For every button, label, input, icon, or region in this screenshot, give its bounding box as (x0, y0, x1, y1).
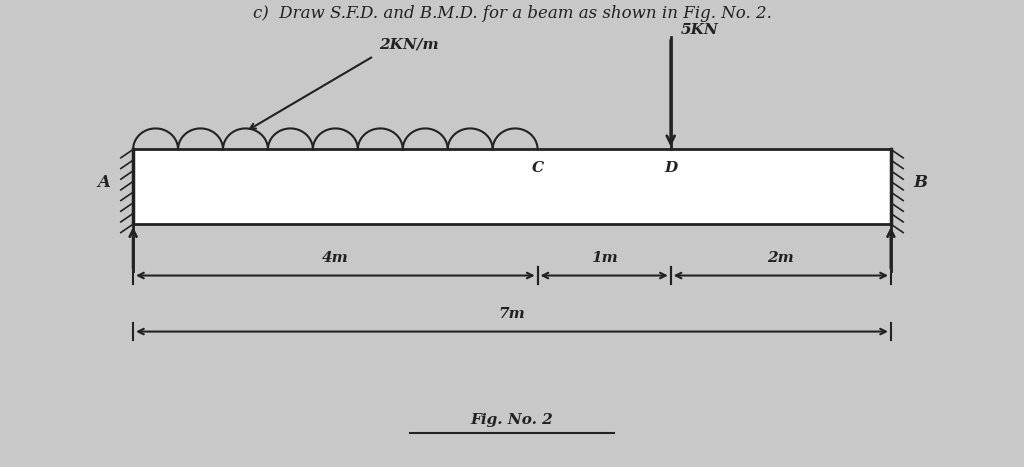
Text: A: A (97, 174, 111, 191)
Text: c)  Draw S.F.D. and B.M.D. for a beam as shown in Fig. No. 2.: c) Draw S.F.D. and B.M.D. for a beam as … (253, 5, 771, 21)
Text: Fig. No. 2: Fig. No. 2 (471, 413, 553, 427)
Text: D: D (665, 161, 677, 175)
Text: 7m: 7m (499, 307, 525, 321)
Text: B: B (913, 174, 928, 191)
Text: 2m: 2m (767, 251, 795, 265)
Bar (133, 149, 891, 224)
Text: C: C (531, 161, 544, 175)
Text: 2KN/m: 2KN/m (379, 37, 438, 51)
Text: 5KN: 5KN (681, 23, 719, 37)
Text: 4m: 4m (322, 251, 349, 265)
Text: 1m: 1m (591, 251, 617, 265)
